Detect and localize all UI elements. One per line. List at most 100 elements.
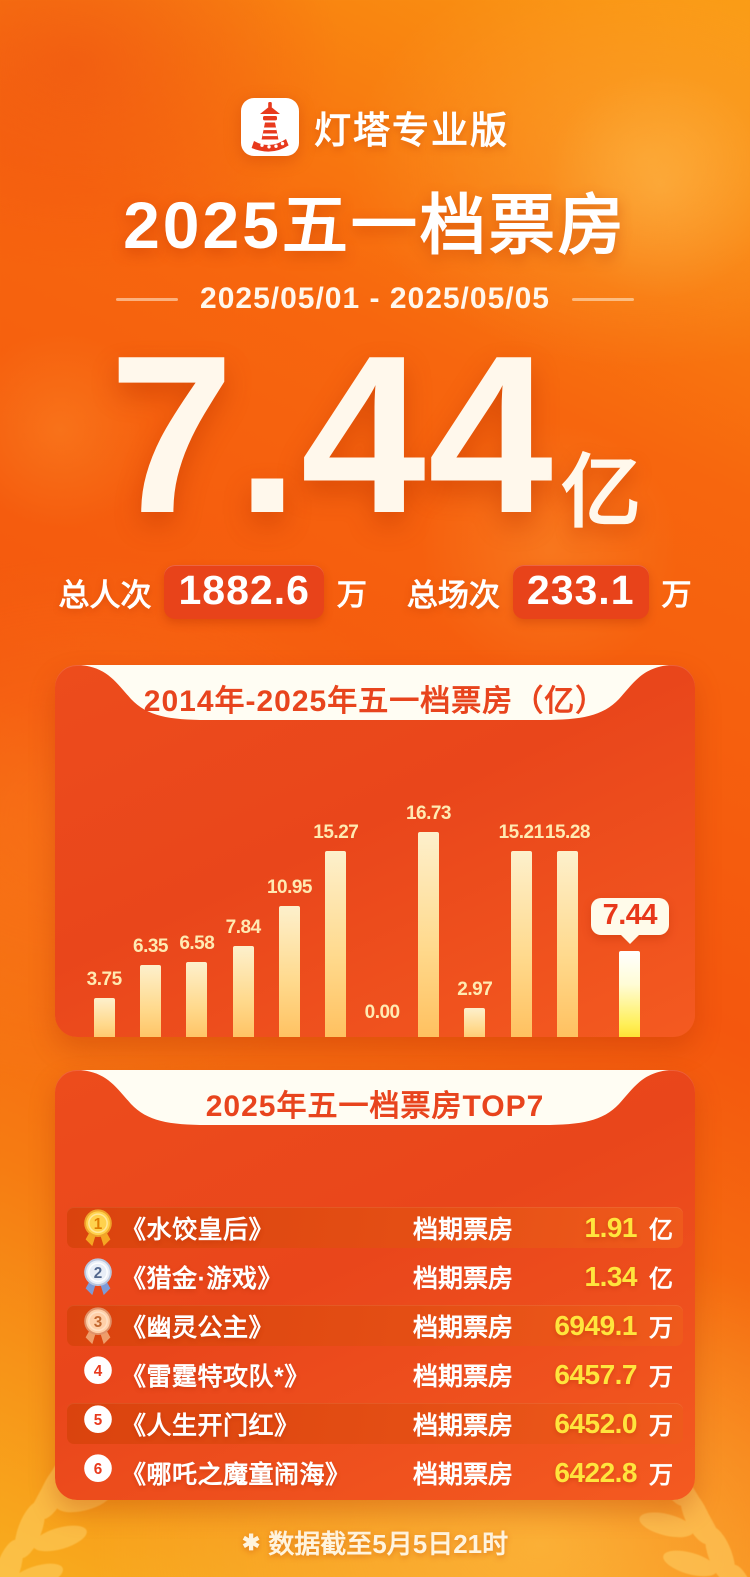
- bar: [464, 1008, 486, 1037]
- box-office-label: 档期票房: [412, 1460, 513, 1489]
- bar-slot-2024年: 15.28: [544, 796, 590, 1037]
- box-office-label: 档期票房: [412, 1411, 513, 1440]
- bar-slot-2019年: 15.27: [313, 796, 359, 1037]
- box-office-value: 6452.0: [554, 1407, 637, 1439]
- page-title: 2025五一档票房: [123, 188, 627, 262]
- beacon-app-logo-icon: [241, 98, 299, 156]
- brand-name: 灯塔专业版: [314, 110, 509, 151]
- bar: [232, 946, 254, 1037]
- box-office-value: 1.91: [584, 1211, 638, 1243]
- bars-row: 3.75 6.35 6.58 7.84 10.95 15.27 0.00 16.73 2.97 1…: [81, 796, 670, 1037]
- bar-slot-2018年: 10.95: [266, 796, 313, 1037]
- bar-value-label: 15.28: [544, 822, 591, 843]
- movie-title: 《哪吒之魔童闹海》: [121, 1460, 351, 1489]
- bar-chart: 3.75 6.35 6.58 7.84 10.95 15.27 0.00 16.73 2.97 1…: [81, 796, 670, 1037]
- top7-row: 3 《幽灵公主》 档期票房 6949.1 万: [67, 1305, 683, 1346]
- svg-text:1: 1: [94, 1215, 103, 1232]
- stat-value-badge: 233.1: [512, 565, 649, 619]
- bar-value-label: 16.73: [405, 803, 452, 824]
- star-icon: ✱: [241, 1529, 261, 1555]
- svg-text:3: 3: [94, 1313, 102, 1330]
- rank-plain-medal-icon: 4: [75, 1355, 121, 1395]
- box-office-unit: 亿: [649, 1217, 673, 1244]
- stat-unit: 万: [336, 579, 367, 612]
- stats-row: 总人次 1882.6 万 总场次 233.1 万: [58, 565, 692, 619]
- chart-title: 2014年-2025年五一档票房（亿）: [143, 685, 607, 718]
- bar-slot-2020年: 0.00: [359, 796, 405, 1037]
- bar: [619, 951, 641, 1037]
- bar-slot-2014年: 3.75: [81, 796, 127, 1037]
- yearly-chart-panel: 2014年-2025年五一档票房（亿） 3.75 6.35 6.58 7.84 10.9…: [55, 665, 695, 1037]
- bar: [325, 851, 347, 1037]
- date-dash-right: [571, 297, 634, 301]
- top7-row: 4 《雷霆特攻队*》 档期票房 6457.7 万: [67, 1354, 683, 1395]
- bar: [186, 962, 208, 1037]
- bar-value-label: 7.84: [225, 917, 261, 938]
- date-dash-left: [116, 297, 179, 301]
- bar-value-label: 10.95: [266, 877, 313, 898]
- box-office-label: 档期票房: [412, 1362, 513, 1391]
- bar-value-label: 15.21: [498, 822, 545, 843]
- stat-value: 1882.6: [178, 567, 310, 613]
- bar: [278, 906, 300, 1037]
- panel-banner-shape: [81, 1070, 669, 1125]
- box-office-unit: 万: [649, 1364, 673, 1391]
- top7-rows: 1 《水饺皇后》 档期票房 1.91 亿 2 《猎金·游戏》 档期票房 1.34 亿 3 《幽灵公主》…: [67, 1207, 683, 1500]
- bar: [417, 832, 439, 1037]
- box-office-value: 6949.1: [554, 1309, 637, 1341]
- bar-value-label: 6.35: [133, 936, 168, 957]
- stat-unit: 万: [661, 579, 692, 612]
- total-box-office-unit: 亿: [560, 448, 641, 537]
- rank-bronze-medal-icon: 3: [75, 1306, 121, 1346]
- stat-value-badge: 1882.6: [164, 565, 324, 619]
- bar-slot-2021年: 16.73: [405, 796, 451, 1037]
- box-office-unit: 万: [649, 1462, 673, 1489]
- box-office-label: 档期票房: [412, 1264, 513, 1293]
- bar-slot-2015年: 6.35: [127, 796, 173, 1037]
- box-office-value: 1.34: [584, 1260, 638, 1292]
- bar-slot-2023年: 15.21: [498, 796, 544, 1037]
- stat-value: 233.1: [526, 567, 635, 613]
- movie-title: 《幽灵公主》: [121, 1313, 275, 1342]
- box-office-value: 6457.7: [554, 1358, 637, 1390]
- stat-label: 总人次: [58, 577, 152, 613]
- svg-text:5: 5: [94, 1411, 103, 1428]
- bar-value-label: 6.58: [179, 933, 215, 954]
- total-box-office: 7.44 亿: [109, 322, 641, 547]
- bar-slot-2017年: 7.84: [220, 796, 266, 1037]
- top7-panel: 2025年五一档票房TOP7 1 《水饺皇后》 档期票房 1.91 亿 2 《猎金·游戏》档…: [55, 1070, 695, 1500]
- rank-plain-medal-icon: 6: [75, 1453, 121, 1493]
- rank-silver-medal-icon: 2: [75, 1257, 121, 1297]
- movie-title: 《猎金·游戏》: [121, 1264, 283, 1293]
- date-range: 2025/05/01 - 2025/05/05: [200, 282, 550, 315]
- bar: [556, 851, 578, 1037]
- movie-title: 《水饺皇后》: [121, 1215, 275, 1244]
- bar-slot-2016年: 6.58: [174, 796, 220, 1037]
- date-range-row: 2025/05/01 - 2025/05/05: [116, 282, 634, 316]
- rank-gold-medal-icon: 1: [75, 1208, 121, 1248]
- bar: [93, 998, 115, 1037]
- stat-total-admissions: 总人次 1882.6 万: [58, 565, 367, 619]
- bar-value-label: 0.00: [364, 1002, 400, 1023]
- movie-title: 《雷霆特攻队*》: [121, 1362, 310, 1391]
- highlight-value-callout: 7.44: [590, 898, 670, 935]
- rank-plain-medal-icon: 5: [75, 1404, 121, 1444]
- box-office-label: 档期票房: [412, 1313, 513, 1342]
- top7-row: 5 《人生开门红》 档期票房 6452.0 万: [67, 1403, 683, 1444]
- brand-header: 灯塔专业版: [241, 98, 509, 156]
- top7-row: 6 《哪吒之魔童闹海》 档期票房 6422.8 万: [67, 1452, 683, 1493]
- panel-banner-shape: [81, 665, 669, 720]
- top7-row: 1 《水饺皇后》 档期票房 1.91 亿: [67, 1207, 683, 1248]
- bar-value-label: 3.75: [86, 969, 122, 990]
- bar: [510, 851, 532, 1037]
- svg-text:2: 2: [94, 1264, 102, 1281]
- bar-value-label: 2.97: [457, 979, 493, 1000]
- stat-label: 总场次: [406, 577, 500, 613]
- bar-slot-2025年: 7.44: [590, 796, 670, 1037]
- box-office-label: 档期票房: [412, 1215, 513, 1244]
- footer-note: ✱ 数据截至5月5日21时: [242, 1524, 508, 1561]
- bar: [139, 965, 161, 1037]
- box-office-unit: 万: [649, 1413, 673, 1440]
- box-office-unit: 万: [649, 1315, 673, 1342]
- svg-text:4: 4: [94, 1362, 103, 1379]
